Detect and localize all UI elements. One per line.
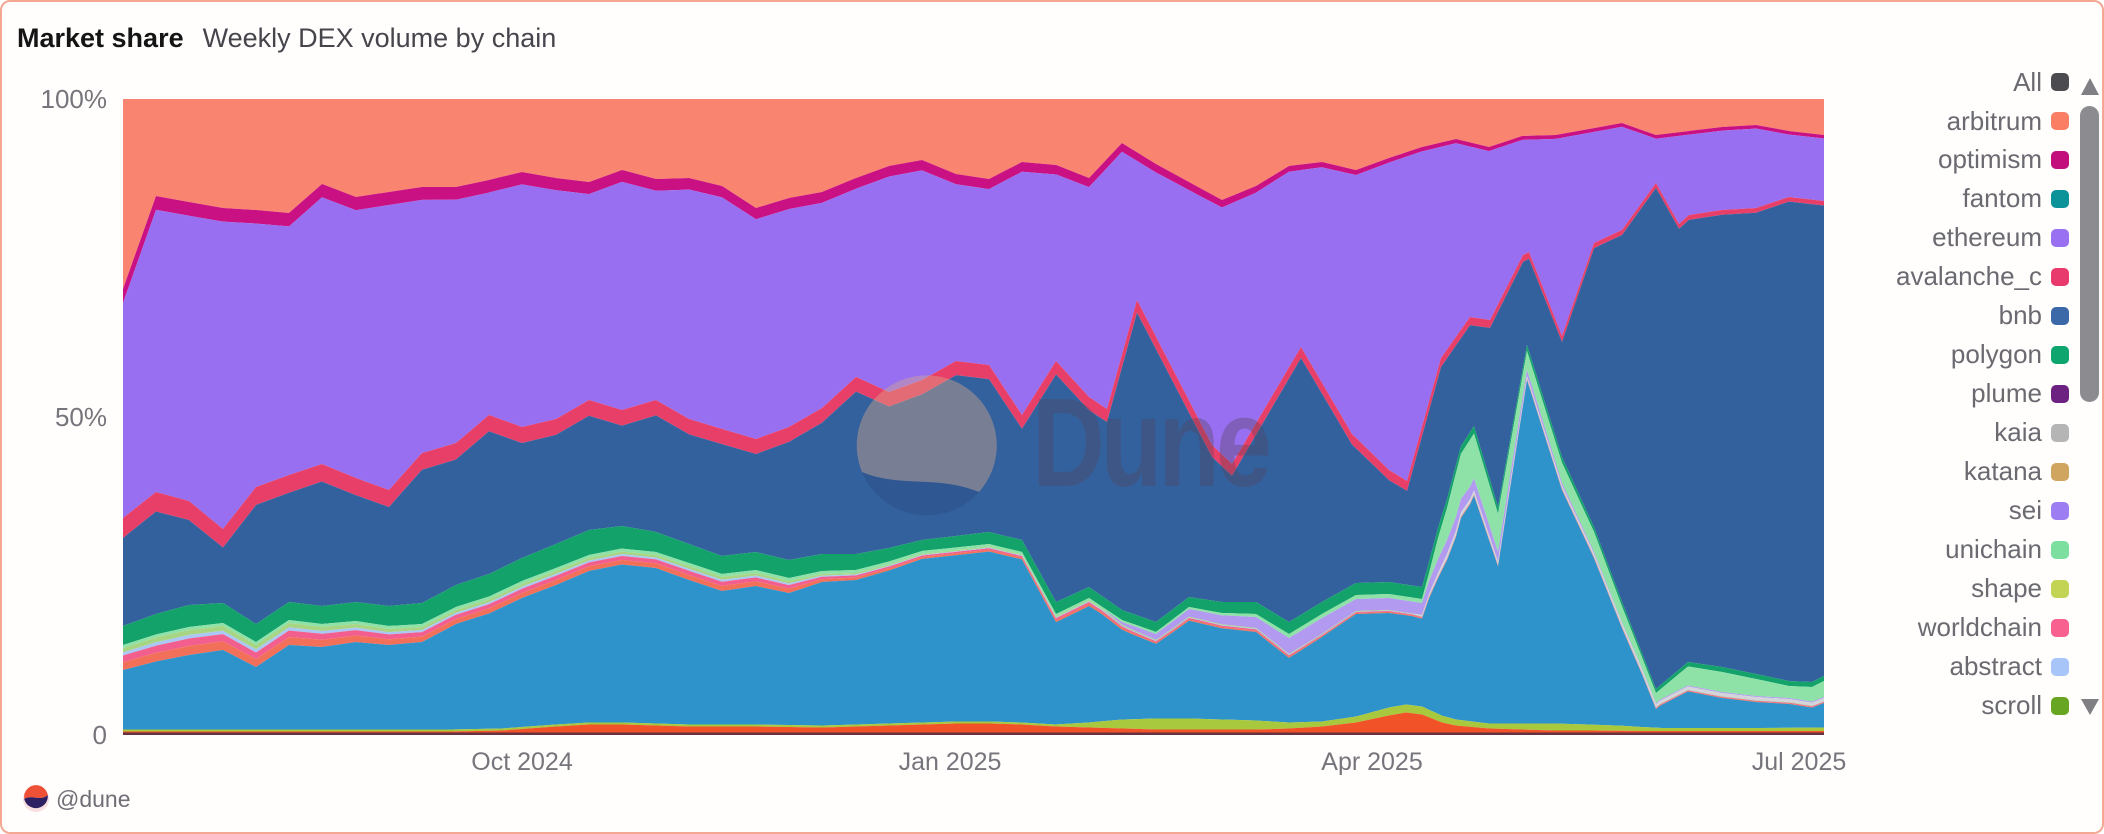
svg-text:Dune: Dune xyxy=(1032,373,1269,513)
